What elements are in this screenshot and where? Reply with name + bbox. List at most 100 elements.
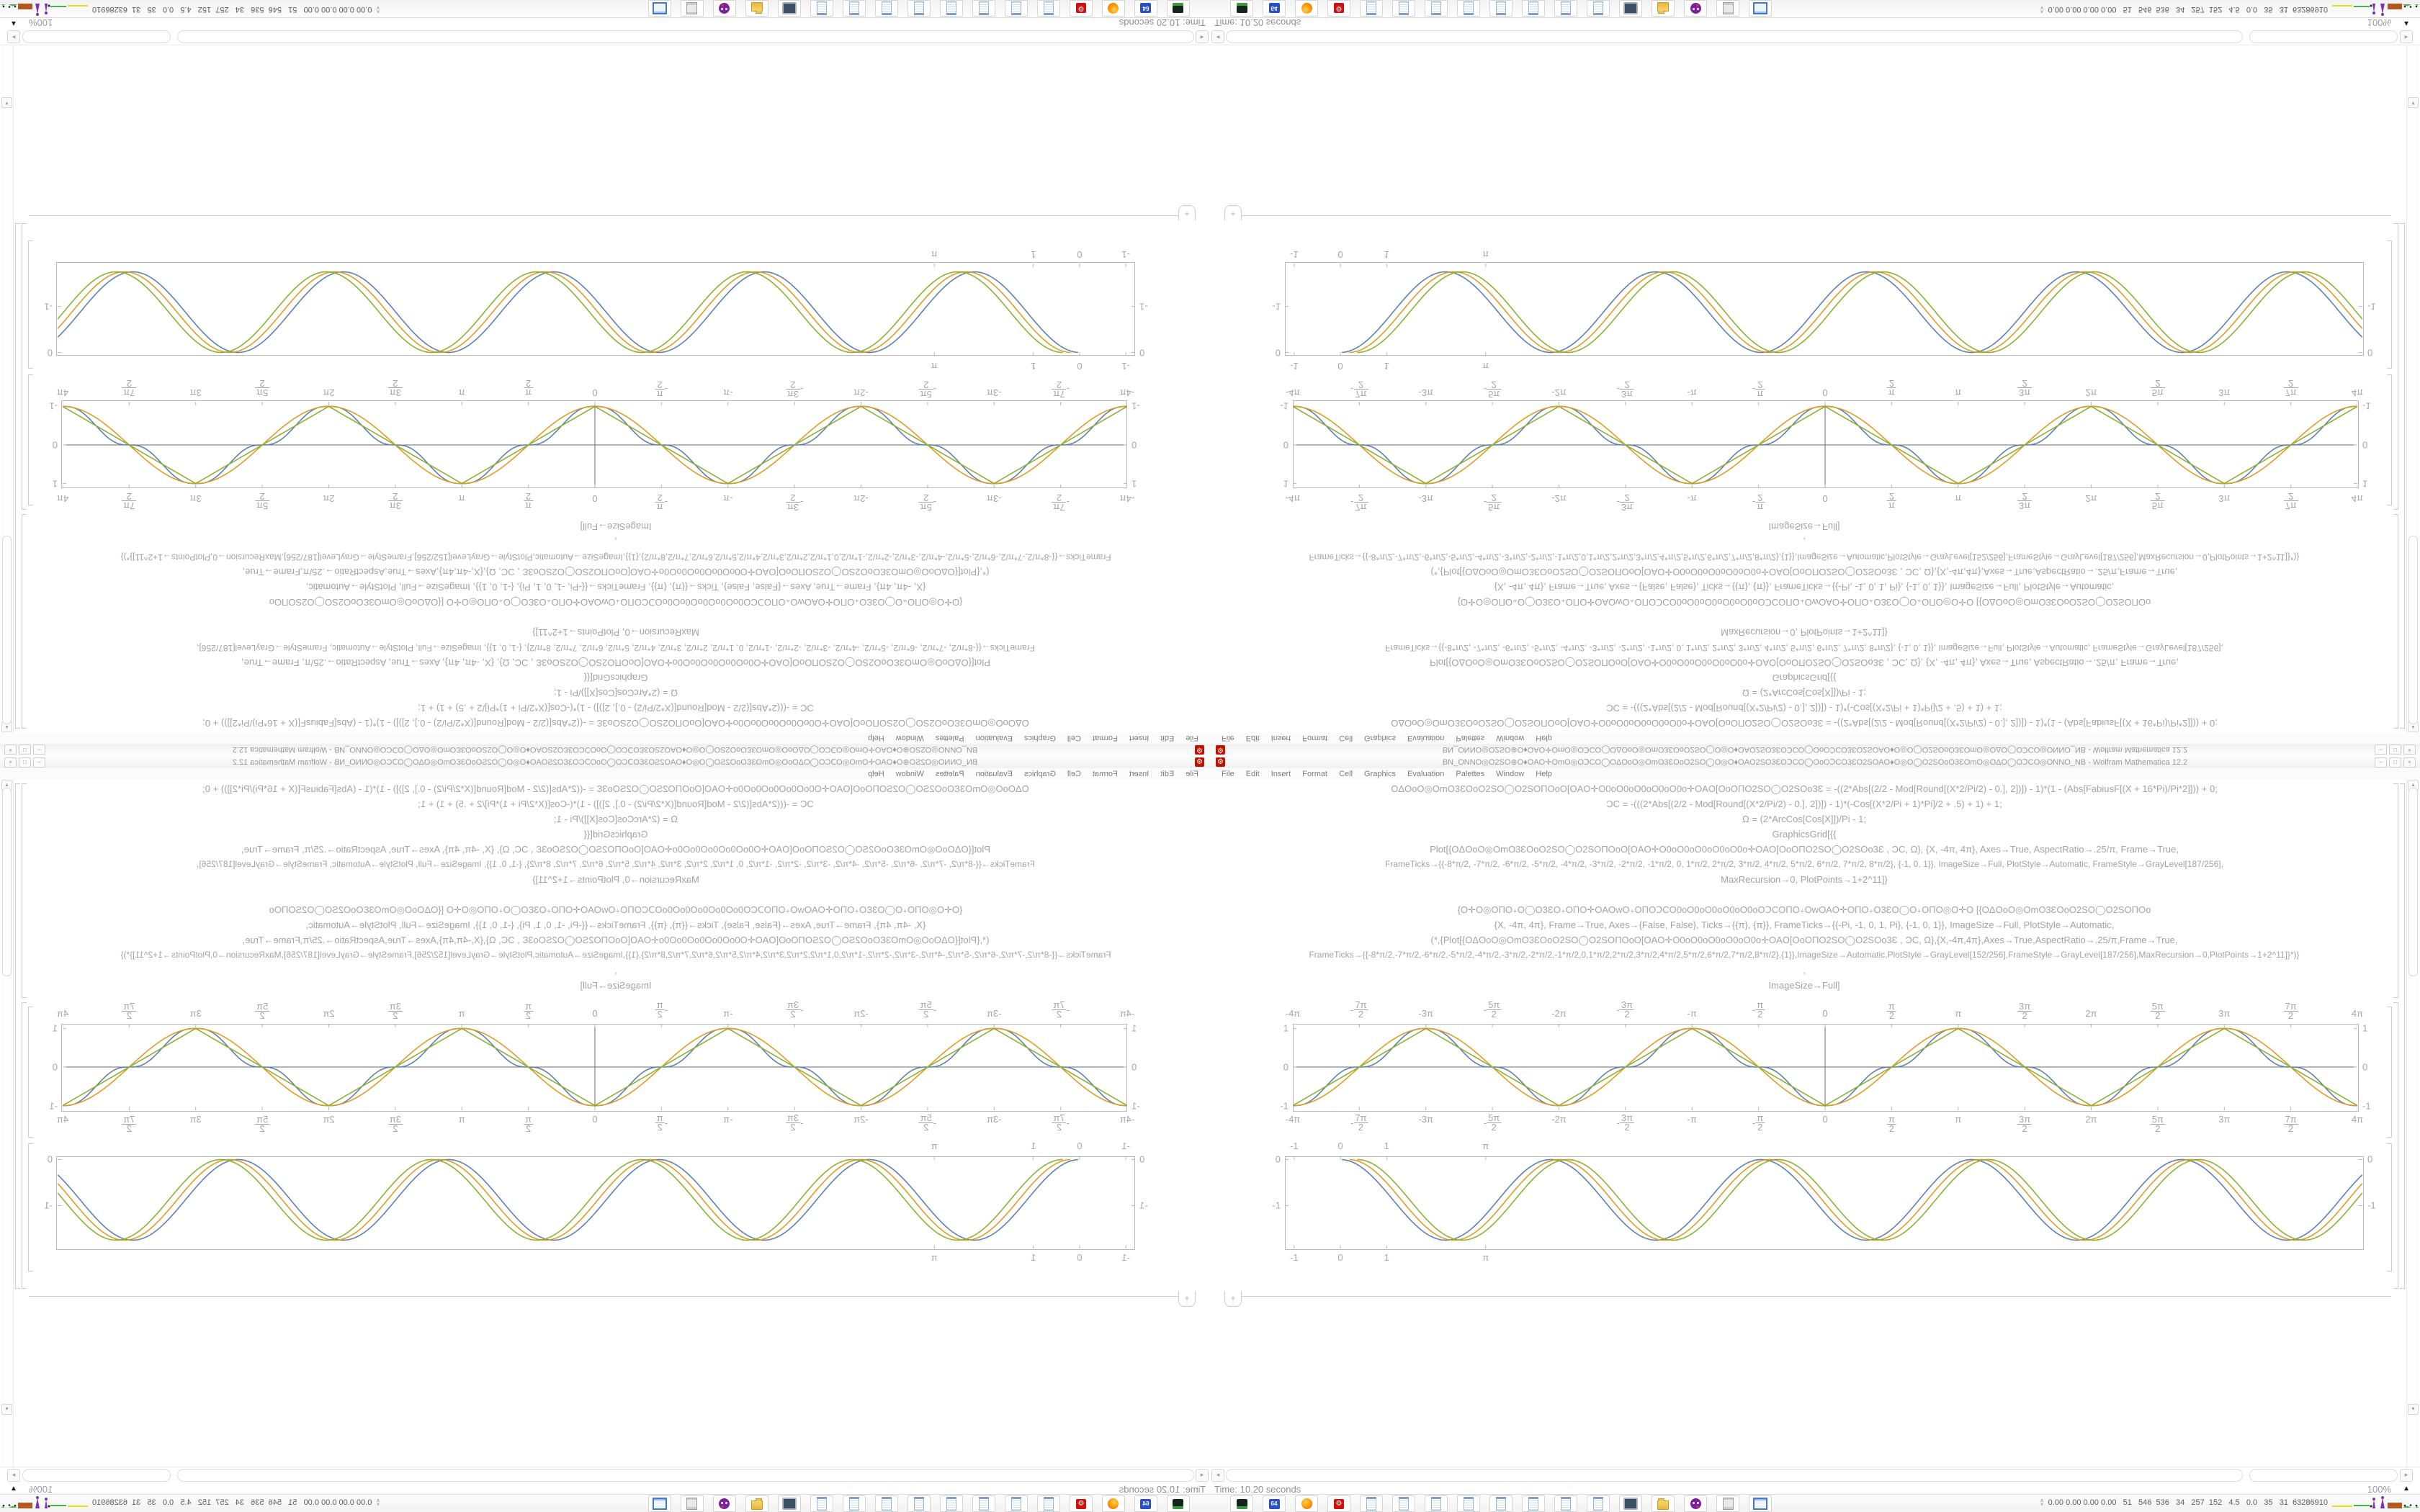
vice-c64-icon[interactable]: 64 <box>1134 0 1157 17</box>
notepad-window-5[interactable] <box>1489 1495 1512 1512</box>
menu-item-graphics[interactable]: Graphics <box>1364 734 1397 743</box>
document-scroll-icon[interactable] <box>1716 0 1739 17</box>
vertical-scroll-thumb[interactable] <box>2408 536 2418 724</box>
code-line-12[interactable]: FrameTicks→{{-8*π/2,-7*π/2,-6*π/2,-5*π/2… <box>1309 950 2300 960</box>
notepad-window-7[interactable] <box>843 1495 866 1512</box>
notepad-window-2[interactable] <box>1005 1495 1028 1512</box>
firefox-icon[interactable] <box>1102 0 1125 17</box>
firefox-icon[interactable] <box>1295 1495 1318 1512</box>
cell-bracket-outer[interactable] <box>2400 223 2405 729</box>
cell-insert-button[interactable]: + <box>1178 205 1196 220</box>
firefox-icon[interactable] <box>1295 0 1318 17</box>
magnification-level[interactable]: 100% <box>29 1484 53 1495</box>
file-manager-icon[interactable] <box>745 1495 768 1512</box>
notepad-window-4[interactable] <box>1457 0 1480 17</box>
terminal-icon[interactable] <box>1230 1495 1253 1512</box>
menu-item-cell[interactable]: Cell <box>1339 734 1353 743</box>
menu-item-file[interactable]: File <box>1186 734 1198 743</box>
menu-item-edit[interactable]: Edit <box>1160 769 1175 778</box>
purple-app-icon[interactable] <box>1684 1495 1707 1512</box>
cell-bracket-output[interactable] <box>2393 1002 2398 1289</box>
vertical-scroll-thumb[interactable] <box>2 536 12 724</box>
menu-item-help[interactable]: Help <box>1536 769 1552 778</box>
menu-item-insert[interactable]: Insert <box>1129 769 1150 778</box>
menu-item-palettes[interactable]: Palettes <box>1456 734 1485 743</box>
window-titlebar[interactable]: ⚙ BN_ONNO◎O2SO⊕O♦OAO✛OmO◎OↃCO◯OΔOoO◎OmO3… <box>0 756 1210 769</box>
code-line-7[interactable]: MaxRecursion→0, PlotPoints→1+2^11]} <box>1721 874 1888 885</box>
applet-expander-icon[interactable]: ∧ ∨ <box>376 5 380 14</box>
scroll-left-button[interactable]: ◂ <box>1196 1469 1209 1482</box>
notepad-window-4[interactable] <box>1457 1495 1480 1512</box>
code-line-9[interactable]: {O✛O◎OΠO₊O◯O3ƐO₊OΠO✛OAOwO₊OΠOↃCO0oO0oO0o… <box>1457 904 2151 915</box>
horizontal-scrollbar[interactable]: ◂ ▸ <box>0 1467 1210 1483</box>
magnification-level[interactable]: 100% <box>2367 1484 2391 1495</box>
mathematica-gear-icon[interactable]: ⚙ <box>1327 1495 1350 1512</box>
horizontal-scrollbar[interactable]: ◂ ▸ <box>0 29 1210 45</box>
minimize-button[interactable]: – <box>33 757 45 768</box>
menu-item-format[interactable]: Format <box>1302 734 1328 743</box>
vertical-scroll-thumb[interactable] <box>2408 788 2418 976</box>
notepad-window-6[interactable] <box>875 0 898 17</box>
window-titlebar[interactable]: ⚙ BN_ONNO◎O2SO⊕O♦OAO✛OmO◎OↃCO◯OΔOoO◎OmO3… <box>0 743 1210 756</box>
cell-bracket-plot1[interactable] <box>2387 1007 2392 1138</box>
scroll-left-button[interactable]: ◂ <box>1211 1469 1224 1482</box>
terminal-icon[interactable] <box>1167 0 1190 17</box>
menu-item-window[interactable]: Window <box>1496 734 1525 743</box>
code-line-1[interactable]: OΔOoO◎OmO3ƐOoO2SO◯O2SOΠOoO[OAO✛O0oO0oO0o… <box>1391 783 2218 794</box>
code-line-6[interactable]: FrameTicks→{{-8*π/2, -7*π/2, -6*π/2, -5*… <box>1385 859 2223 869</box>
menu-item-cell[interactable]: Cell <box>1339 769 1353 778</box>
cell-bracket-plot2[interactable] <box>2387 240 2392 369</box>
notepad-window-5[interactable] <box>908 1495 931 1512</box>
menu-item-help[interactable]: Help <box>868 769 884 778</box>
scroll-down-button[interactable]: ▾ <box>2408 97 2419 108</box>
menu-item-evaluation[interactable]: Evaluation <box>975 769 1013 778</box>
menu-item-cell[interactable]: Cell <box>1067 734 1081 743</box>
notepad-window-2[interactable] <box>1392 0 1415 17</box>
close-button[interactable]: × <box>4 757 17 768</box>
notepad-window-8[interactable] <box>810 0 833 17</box>
cell-bracket-outer[interactable] <box>15 783 20 1289</box>
notebook-canvas[interactable]: OΔOoO◎OmO3ƐOoO2SO◯O2SOΠOoO[OAO✛O0oO0oO0o… <box>0 45 1210 733</box>
cell-bracket-outer[interactable] <box>2400 783 2405 1289</box>
mathematica-gear-icon[interactable]: ⚙ <box>1327 0 1350 17</box>
cell-bracket-plot2[interactable] <box>2387 1143 2392 1272</box>
menu-item-evaluation[interactable]: Evaluation <box>975 734 1013 743</box>
cell-insert-button[interactable]: + <box>1178 1292 1196 1307</box>
system-monitor-icon[interactable] <box>1619 0 1642 17</box>
menu-item-graphics[interactable]: Graphics <box>1023 734 1056 743</box>
close-button[interactable]: × <box>2403 744 2416 755</box>
menu-item-evaluation[interactable]: Evaluation <box>1407 769 1445 778</box>
horizontal-scroll-track[interactable] <box>177 30 1194 43</box>
horizontal-scroll-thumb[interactable] <box>22 1469 171 1482</box>
notepad-window-6[interactable] <box>1522 0 1545 17</box>
code-line-14[interactable]: ImageSize→Full] <box>1768 980 1840 991</box>
cell-bracket-plot2[interactable] <box>28 1143 33 1272</box>
mathematica-gear-icon[interactable]: ⚙ <box>1070 0 1093 17</box>
cell-bracket-output[interactable] <box>22 1002 27 1289</box>
menu-item-format[interactable]: Format <box>1092 769 1118 778</box>
purple-app-icon[interactable] <box>713 0 736 17</box>
scroll-right-button[interactable]: ▸ <box>2400 1469 2413 1482</box>
notepad-window-8[interactable] <box>810 1495 833 1512</box>
horizontal-scroll-track[interactable] <box>1226 1469 2243 1482</box>
menu-item-palettes[interactable]: Palettes <box>935 734 964 743</box>
notepad-window-4[interactable] <box>940 0 963 17</box>
notepad-window-7[interactable] <box>1554 1495 1577 1512</box>
magnification-level[interactable]: 100% <box>2367 17 2391 28</box>
window-resize-grip[interactable]: ▲ <box>2403 19 2410 27</box>
file-manager-icon[interactable] <box>1652 1495 1675 1512</box>
purple-app-icon[interactable] <box>713 1495 736 1512</box>
notepad-window-7[interactable] <box>843 0 866 17</box>
vertical-scrollbar[interactable]: ▴ ▾ <box>1 45 14 733</box>
notepad-window-7[interactable] <box>1554 0 1577 17</box>
restore-button[interactable]: □ <box>19 757 31 768</box>
applet-expander-icon[interactable]: ∧ ∨ <box>2040 1498 2044 1507</box>
window-titlebar[interactable]: ⚙ BN_ONNO◎O2SO⊕O♦OAO✛OmO◎OↃCO◯OΔOoO◎OmO3… <box>1210 743 2420 756</box>
menu-item-window[interactable]: Window <box>895 769 924 778</box>
menu-item-help[interactable]: Help <box>868 734 884 743</box>
scroll-left-button[interactable]: ◂ <box>1211 30 1224 43</box>
scroll-left-button[interactable]: ◂ <box>1196 30 1209 43</box>
minimize-button[interactable]: – <box>33 744 45 755</box>
menu-item-graphics[interactable]: Graphics <box>1023 769 1056 778</box>
horizontal-scrollbar[interactable]: ◂ ▸ <box>1210 1467 2420 1483</box>
